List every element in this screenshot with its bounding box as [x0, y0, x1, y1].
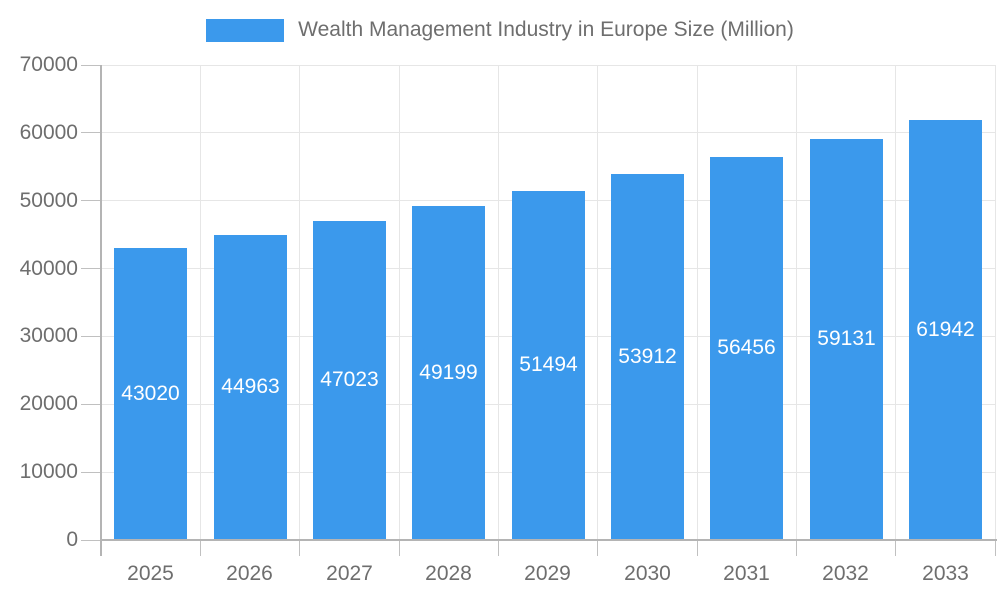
y-gridline [101, 64, 995, 66]
x-gridline [895, 65, 897, 540]
x-tick [398, 540, 400, 556]
x-gridline [795, 65, 797, 540]
y-tick-label: 60000 [19, 120, 78, 144]
x-gridline [994, 65, 996, 540]
x-tick [199, 540, 201, 556]
bar-value-label: 61942 [916, 318, 975, 341]
x-tick [299, 540, 301, 556]
y-tick [81, 200, 101, 202]
bar[interactable] [611, 174, 684, 540]
bar-value-label: 44963 [221, 375, 280, 398]
y-tick [81, 539, 101, 541]
y-tick [81, 403, 101, 405]
bar-value-label: 47023 [320, 368, 379, 391]
x-tick [795, 540, 797, 556]
x-tick-label: 2032 [822, 562, 869, 585]
x-axis-line [100, 539, 997, 541]
y-tick-label: 0 [66, 528, 78, 551]
bar-value-label: 59131 [817, 327, 876, 350]
bar-value-label: 51494 [519, 353, 578, 376]
x-tick-label: 2030 [624, 562, 671, 585]
bar[interactable] [512, 190, 585, 540]
bar[interactable] [909, 119, 982, 540]
y-tick-label: 10000 [19, 460, 78, 484]
x-tick [994, 540, 996, 556]
bar[interactable] [710, 156, 783, 540]
x-gridline [299, 65, 301, 540]
bar[interactable] [810, 138, 883, 540]
x-gridline [696, 65, 698, 540]
x-gridline [597, 65, 599, 540]
legend-swatch-icon [206, 18, 285, 42]
x-tick [597, 540, 599, 556]
y-tick [81, 335, 101, 337]
bar[interactable] [114, 248, 187, 540]
y-tick [81, 268, 101, 270]
legend: Wealth Management Industry in Europe Siz… [0, 18, 1000, 42]
bar-value-label: 49199 [419, 361, 478, 384]
x-gridline [199, 65, 201, 540]
x-tick [497, 540, 499, 556]
bar[interactable] [412, 206, 485, 540]
x-tick-label: 2028 [425, 562, 472, 585]
x-tick-label: 2031 [723, 562, 770, 585]
y-tick-label: 40000 [19, 256, 78, 280]
legend-item[interactable]: Wealth Management Industry in Europe Siz… [206, 18, 794, 42]
y-gridline [101, 132, 995, 134]
bar[interactable] [214, 234, 287, 540]
bar-value-label: 56456 [717, 336, 776, 359]
y-tick [81, 64, 101, 66]
y-tick-label: 70000 [19, 53, 78, 76]
y-axis-line [100, 65, 102, 556]
bar-value-label: 43020 [121, 382, 180, 405]
x-tick-label: 2033 [922, 562, 969, 585]
x-tick [895, 540, 897, 556]
x-tick [696, 540, 698, 556]
bar-value-label: 53912 [618, 345, 677, 368]
y-tick-label: 30000 [19, 324, 78, 348]
bar[interactable] [313, 220, 386, 540]
x-tick-label: 2026 [226, 562, 273, 585]
legend-label: Wealth Management Industry in Europe Siz… [298, 18, 794, 41]
x-tick-label: 2029 [524, 562, 571, 585]
y-tick [81, 471, 101, 473]
y-tick-label: 50000 [19, 188, 78, 212]
x-tick-label: 2025 [127, 562, 174, 585]
x-gridline [398, 65, 400, 540]
x-tick-label: 2027 [326, 562, 373, 585]
y-tick [81, 132, 101, 134]
x-gridline [497, 65, 499, 540]
y-tick-label: 20000 [19, 392, 78, 416]
